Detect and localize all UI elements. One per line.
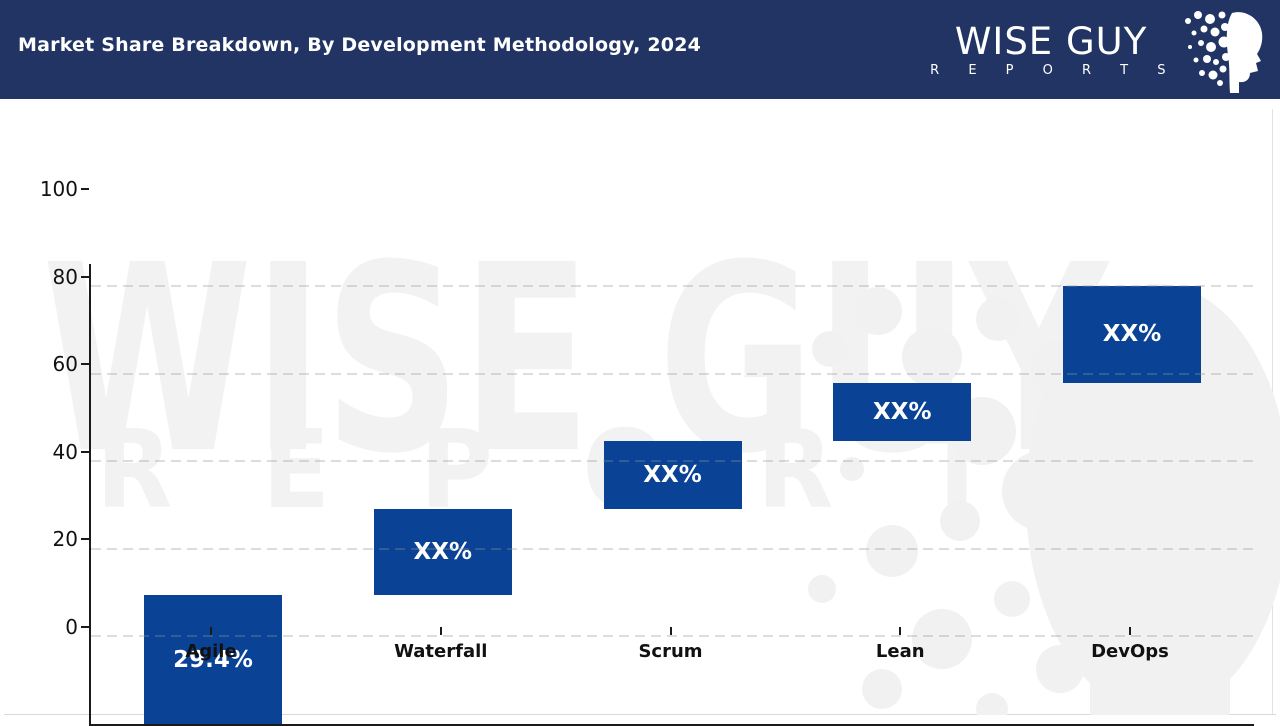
bar-value-label: XX%	[872, 398, 932, 425]
bar-value-label: 29.4%	[173, 646, 253, 673]
logo-subtitle: R E P O R T S	[930, 63, 1178, 78]
x-axis-tick-mark	[899, 627, 902, 635]
y-axis-tick-mark	[81, 187, 89, 190]
y-axis-tick-label: 60	[52, 352, 78, 377]
y-axis-tick-label: 100	[39, 176, 78, 201]
y-axis-tick-mark	[81, 275, 89, 278]
x-axis-category-label: DevOps	[1091, 641, 1169, 662]
y-axis-tick-label: 40	[52, 439, 78, 464]
bar-agile: 29.4%	[144, 595, 282, 724]
x-axis-tick-mark	[669, 627, 672, 635]
wiseguy-logo: WISE GUY R E P O R T S	[924, 6, 1266, 94]
y-axis-tick-mark	[81, 363, 89, 366]
bar-devops: XX%	[1063, 285, 1201, 383]
bar-lean: XX%	[833, 382, 972, 441]
x-axis-tick-mark	[210, 627, 212, 635]
x-axis-category-label: Agile	[185, 641, 237, 662]
gridline-y20	[91, 635, 1254, 638]
card-bottom-border	[4, 714, 1276, 715]
card-right-border	[1272, 109, 1273, 714]
bar-value-label: XX%	[413, 539, 472, 566]
y-axis-tick-mark	[81, 538, 89, 541]
bar-value-label: XX%	[1102, 321, 1162, 348]
y-axis-tick-mark	[81, 450, 89, 453]
face-profile-dots-icon	[1185, 11, 1263, 93]
y-axis-tick-label: 0	[65, 615, 78, 639]
x-axis-category-label: Waterfall	[394, 641, 488, 662]
x-axis-tick-mark	[439, 627, 442, 635]
gridline-y60	[91, 460, 1254, 463]
bar-waterfall: XX%	[373, 509, 512, 596]
x-axis-category-label: Scrum	[638, 641, 703, 662]
gridline-y100	[91, 284, 1254, 287]
logo-wordmark: WISE GUY	[954, 20, 1148, 63]
y-axis-tick-label: 80	[52, 264, 78, 289]
gridline-y40	[91, 547, 1254, 550]
chart-title: Market Share Breakdown, By Development M…	[18, 34, 702, 56]
header-bar: Market Share Breakdown, By Development M…	[0, 0, 1280, 99]
x-axis-tick-mark	[1129, 627, 1131, 635]
bar-scrum: XX%	[603, 440, 742, 510]
chart-canvas: WISE GUY R E P O R T S 29.4%XX%XX%XX%XX%…	[0, 99, 1280, 726]
y-axis-tick-mark	[81, 626, 89, 628]
y-axis-tick-label: 20	[52, 527, 78, 552]
x-axis-category-label: Lean	[875, 641, 925, 662]
bar-value-label: XX%	[643, 461, 702, 488]
gridline-y80	[91, 372, 1254, 375]
